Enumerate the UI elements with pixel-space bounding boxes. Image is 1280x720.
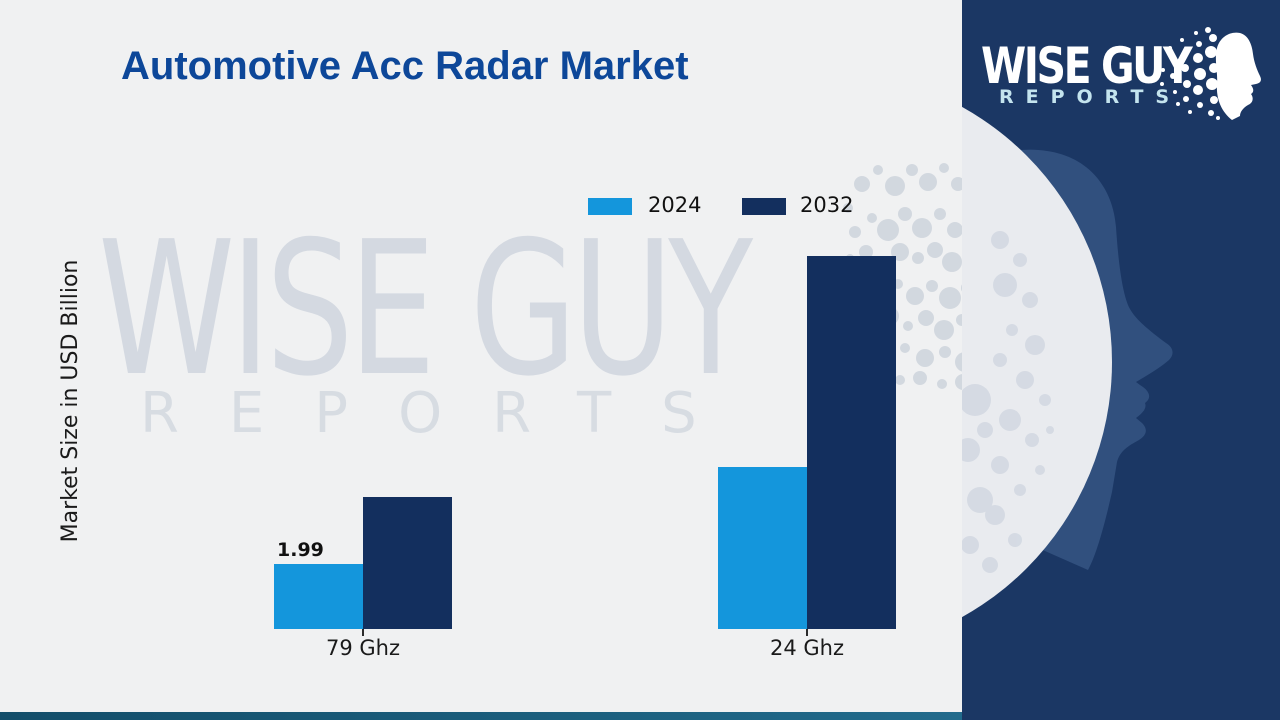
legend-swatch-2032 <box>742 198 786 215</box>
bar-2032-24-ghz <box>807 256 896 629</box>
bar-2024-79-ghz <box>274 564 363 629</box>
x-axis-category-label: 79 Ghz <box>325 636 400 660</box>
legend-label-2032: 2032 <box>800 193 854 217</box>
circle-blotches <box>962 231 1054 573</box>
wiseguy-face-icon <box>1160 27 1261 120</box>
wiseguy-logo-text: WISE GUY <box>981 37 1193 95</box>
bar-2032-79-ghz <box>363 497 452 629</box>
watermark-wiseguy-text: WISE GUY <box>98 201 753 417</box>
x-axis-tick <box>362 629 364 636</box>
legend-label-2024: 2024 <box>648 193 702 217</box>
y-axis-label: Market Size in USD Billion <box>58 259 83 543</box>
watermark-reports-text: REPORTS <box>140 381 747 446</box>
bottom-teal-strip <box>0 712 962 720</box>
page-title: Automotive Acc Radar Market <box>121 44 689 88</box>
bar-data-label: 1.99 <box>277 539 324 561</box>
legend-swatch-2024 <box>588 198 632 215</box>
wiseguy-logo-reports: REPORTS <box>999 86 1182 108</box>
x-axis-category-label: 24 Ghz <box>769 636 844 660</box>
bar-2024-24-ghz <box>718 467 807 629</box>
x-axis-tick <box>806 629 808 636</box>
